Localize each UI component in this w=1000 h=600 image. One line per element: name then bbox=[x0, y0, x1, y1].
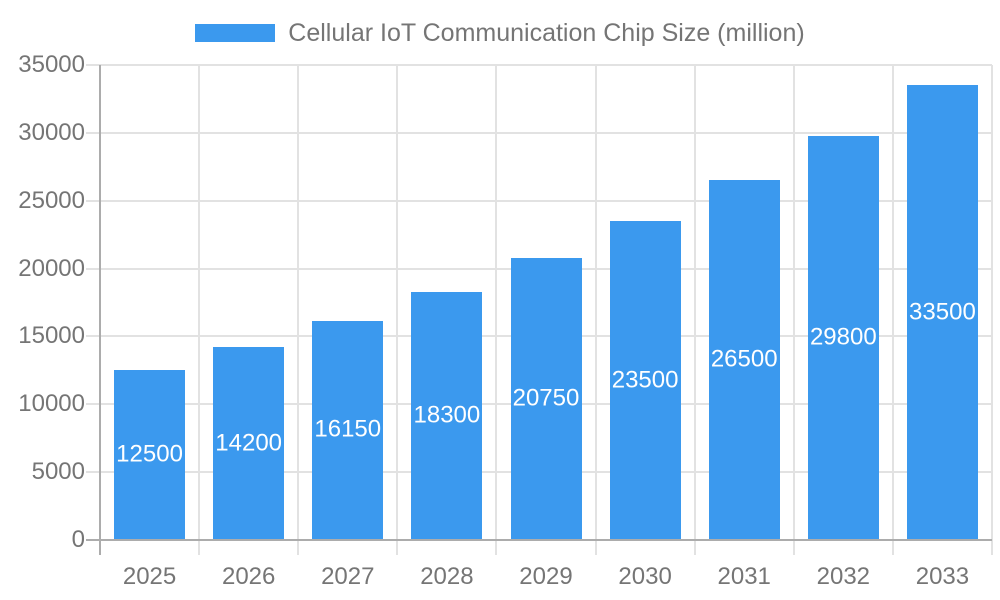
bar-value-label: 18300 bbox=[413, 401, 481, 429]
chart-legend: Cellular IoT Communication Chip Size (mi… bbox=[0, 15, 1000, 51]
bar bbox=[906, 85, 978, 540]
bar-value-label: 16150 bbox=[314, 416, 382, 444]
x-grid-line bbox=[594, 65, 597, 555]
y-axis-tick-label: 15000 bbox=[18, 322, 85, 350]
y-grid-line bbox=[86, 199, 992, 202]
y-axis-tick-label: 30000 bbox=[18, 118, 85, 146]
y-axis-tick-label: 25000 bbox=[18, 186, 85, 214]
bar-value-label: 14200 bbox=[215, 429, 283, 457]
y-axis-tick-label: 20000 bbox=[18, 254, 85, 282]
x-axis-tick-label: 2025 bbox=[122, 563, 177, 590]
bar bbox=[708, 180, 780, 540]
y-axis-tick-label: 5000 bbox=[31, 458, 85, 486]
x-axis-tick-label: 2028 bbox=[420, 563, 474, 590]
legend-swatch bbox=[195, 24, 276, 42]
y-axis-tick-label: 10000 bbox=[18, 390, 85, 418]
x-grid-line bbox=[396, 65, 399, 555]
y-grid-line bbox=[86, 131, 992, 134]
y-axis-line bbox=[99, 65, 101, 555]
bar-value-label: 29800 bbox=[809, 323, 877, 351]
bar-value-label: 23500 bbox=[611, 366, 679, 394]
x-axis-tick-label: 2026 bbox=[221, 563, 276, 590]
bar bbox=[213, 347, 285, 540]
legend-label: Cellular IoT Communication Chip Size (mi… bbox=[288, 18, 805, 47]
x-axis-tick-label: 2030 bbox=[618, 563, 672, 590]
x-grid-line bbox=[792, 65, 795, 555]
bar bbox=[114, 370, 186, 540]
x-grid-line bbox=[991, 65, 993, 555]
x-axis-tick-label: 2032 bbox=[816, 563, 871, 590]
bar bbox=[312, 320, 384, 540]
x-axis-tick-label: 2027 bbox=[321, 563, 375, 590]
x-axis-tick-label: 2033 bbox=[915, 563, 970, 590]
y-grid-line bbox=[86, 64, 992, 66]
bar-value-label: 12500 bbox=[116, 440, 183, 468]
y-axis-tick-label: 0 bbox=[71, 526, 85, 553]
x-grid-line bbox=[891, 65, 894, 555]
bar-value-label: 26500 bbox=[710, 345, 778, 373]
x-axis-tick-label: 2029 bbox=[519, 563, 573, 590]
x-grid-line bbox=[693, 65, 696, 555]
x-grid-line bbox=[297, 65, 300, 555]
x-grid-line bbox=[495, 65, 498, 555]
plot-area: 0 5000 10000 15000 20000 25000 30000 35000 12500… bbox=[18, 51, 993, 590]
x-axis-line bbox=[86, 539, 992, 541]
bar-value-label: 20750 bbox=[512, 384, 580, 412]
bar-value-label: 33500 bbox=[909, 298, 976, 326]
bar bbox=[807, 135, 879, 540]
bar bbox=[510, 258, 582, 540]
x-axis-tick-label: 2031 bbox=[717, 563, 771, 590]
y-axis-tick-label: 35000 bbox=[18, 51, 85, 78]
bar bbox=[411, 291, 483, 540]
bar bbox=[609, 221, 681, 540]
x-grid-line bbox=[198, 65, 201, 555]
